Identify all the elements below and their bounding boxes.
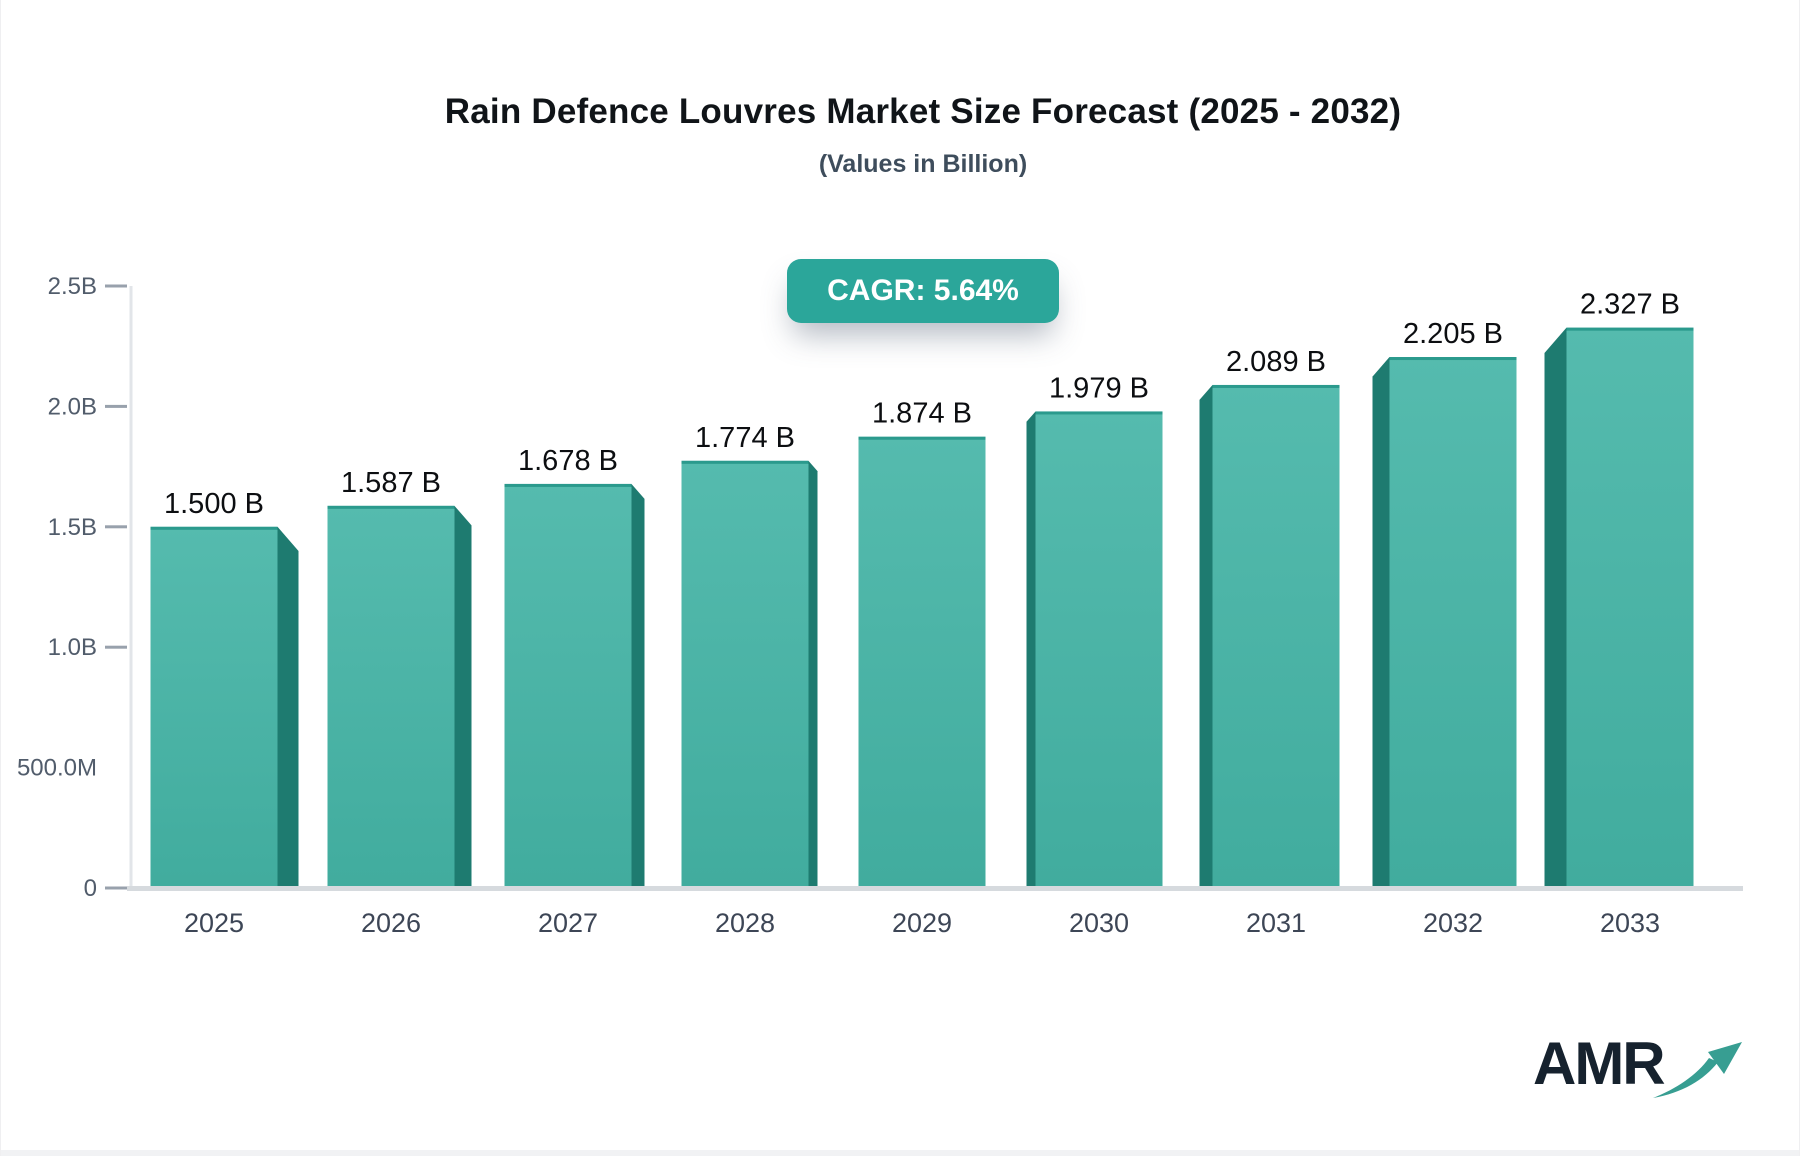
bar-group-2027: 1.678 B 2027 (504, 445, 645, 938)
y-axis-line (129, 286, 133, 888)
y-tick-dash-0 (105, 284, 127, 288)
y-tick-dash-2 (105, 525, 127, 529)
bar-face (327, 505, 455, 888)
bar-face (504, 483, 632, 888)
bar-side (277, 526, 299, 888)
bar-side (1199, 384, 1213, 888)
y-tick-dash-3 (105, 645, 127, 649)
cagr-badge: CAGR: 5.64% (787, 259, 1059, 323)
bar-value-label: 1.979 B (1049, 372, 1149, 404)
bar-value-label: 2.327 B (1580, 289, 1680, 321)
bar-value-label: 1.587 B (341, 467, 441, 499)
bar-top-edge (327, 505, 455, 509)
y-tick-label-4: 500.0M (17, 755, 97, 782)
bar-side (1372, 357, 1390, 888)
bar-top-edge (1389, 357, 1517, 361)
chart-title: Rain Defence Louvres Market Size Forecas… (444, 92, 1402, 131)
bar-value-label: 1.874 B (872, 398, 972, 430)
bar-value-label: 2.089 B (1226, 346, 1326, 378)
x-category-label: 2031 (1246, 908, 1306, 938)
bar-value-label: 1.678 B (518, 445, 618, 477)
y-tick-label-1: 2.0B (48, 393, 97, 420)
x-axis-line (127, 886, 1743, 891)
amr-logo-arrow-icon (1652, 1042, 1742, 1098)
bar-top-edge (1566, 327, 1694, 331)
bar-group-2030: 1.979 B 2030 (1026, 372, 1163, 938)
x-category-label: 2025 (184, 908, 244, 938)
bar-face (1566, 327, 1694, 888)
bar-side (1026, 411, 1036, 888)
bar-group-2028: 1.774 B 2028 (681, 422, 818, 938)
x-category-label: 2032 (1423, 908, 1483, 938)
bar-side (808, 460, 818, 888)
x-category-label: 2028 (715, 908, 775, 938)
bar-side (454, 505, 472, 888)
bar-face (1035, 411, 1163, 888)
bar-face (150, 526, 278, 888)
bar-group-2026: 1.587 B 2026 (327, 467, 472, 938)
bar-side (631, 483, 645, 888)
bar-group-2032: 2.205 B 2032 (1372, 318, 1517, 938)
amr-logo: AMR (1533, 1034, 1744, 1100)
y-tick-label-2: 1.5B (48, 514, 97, 541)
bar-face (1212, 384, 1340, 888)
y-tick-label-3: 1.0B (48, 634, 97, 661)
x-category-label: 2027 (538, 908, 598, 938)
bar-top-edge (1035, 411, 1163, 415)
x-category-label: 2030 (1069, 908, 1129, 938)
cagr-badge-label: CAGR: 5.64% (827, 274, 1019, 307)
screen-bottom-edge (1, 1150, 1799, 1156)
bar-face (858, 436, 986, 888)
bar-group-2031: 2.089 B 2031 (1199, 346, 1340, 938)
y-tick-dash-5 (105, 886, 127, 890)
bar-top-edge (504, 483, 632, 487)
y-tick-dash-1 (105, 404, 127, 408)
bar-group-2025: 1.500 B 2025 (150, 488, 299, 938)
bar-group-2029: 1.874 B 2029 (858, 398, 986, 938)
x-category-label: 2033 (1600, 908, 1660, 938)
bar-side (1544, 327, 1567, 888)
bar-value-label: 1.500 B (164, 488, 264, 520)
bar-top-edge (1212, 384, 1340, 388)
x-category-label: 2026 (361, 908, 421, 938)
bar-top-edge (858, 436, 986, 440)
bar-face (681, 460, 809, 888)
amr-logo-text: AMR (1533, 1030, 1666, 1097)
y-tick-label-5: 0 (84, 875, 97, 902)
bar-value-label: 2.205 B (1403, 318, 1503, 350)
chart-subtitle: (Values in Billion) (818, 150, 1028, 178)
y-tick-label-0: 2.5B (48, 273, 97, 300)
bar-face (1389, 357, 1517, 888)
x-category-label: 2029 (892, 908, 952, 938)
bar-top-edge (681, 460, 809, 464)
bar-top-edge (150, 526, 278, 530)
bar-group-2033: 2.327 B 2033 (1544, 289, 1694, 938)
bar-value-label: 1.774 B (695, 422, 795, 454)
